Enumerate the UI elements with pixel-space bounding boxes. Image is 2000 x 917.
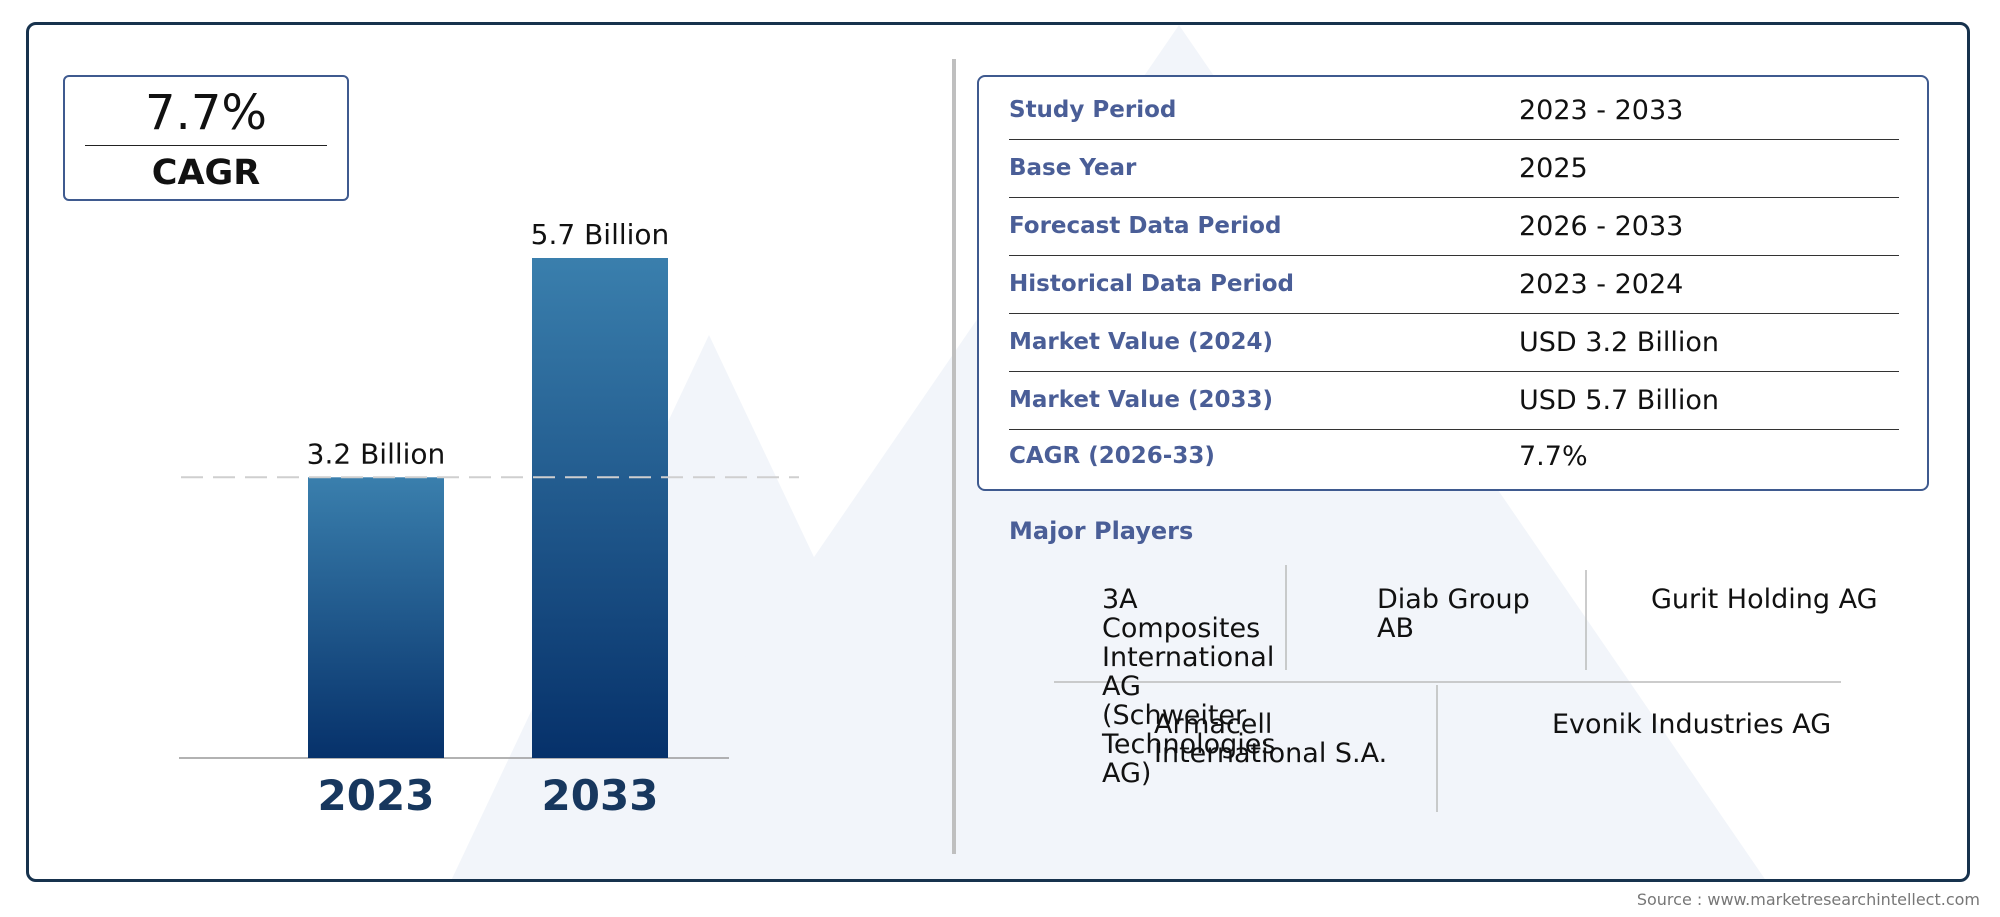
player-evonik: Evonik Industries AG — [1552, 709, 1832, 740]
info-row: Forecast Data Period 2026 - 2033 — [1009, 197, 1899, 256]
info-value: 2023 - 2033 — [1519, 95, 1684, 126]
info-value: 7.7% — [1519, 441, 1588, 472]
player-armacell: Armacell International S.A. — [1154, 709, 1388, 769]
market-bar-chart: 3.2 Billion 2023 5.7 Billion 2033 — [179, 218, 799, 820]
info-row: CAGR (2026-33) 7.7% — [1009, 427, 1899, 485]
info-value: 2025 — [1519, 153, 1588, 184]
section-divider — [952, 59, 956, 854]
players-grid-lines — [1054, 565, 1841, 812]
bar-value-label: 3.2 Billion — [307, 437, 446, 470]
cagr-box: 7.7% CAGR — [63, 75, 349, 201]
info-row: Market Value (2033) USD 5.7 Billion — [1009, 371, 1899, 430]
source-credit: Source : www.marketresearchintellect.com — [1636, 890, 1980, 909]
info-key: Base Year — [1009, 155, 1137, 181]
cagr-divider — [85, 145, 327, 146]
infographic-card: 7.7% CAGR 3.2 Billion 2023 5.7 Billion 2033… — [26, 22, 1970, 882]
info-key: Study Period — [1009, 97, 1177, 123]
info-row: Historical Data Period 2023 - 2024 — [1009, 255, 1899, 314]
info-key: Historical Data Period — [1009, 271, 1294, 297]
x-tick-label: 2023 — [318, 771, 435, 820]
x-tick-label: 2033 — [542, 771, 659, 820]
player-3a-composites: 3A Composites International AG (Schweite… — [1102, 584, 1276, 789]
bar-2023 — [308, 477, 444, 758]
info-row: Base Year 2025 — [1009, 139, 1899, 198]
bar-2033 — [532, 258, 668, 758]
info-value: 2026 - 2033 — [1519, 211, 1684, 242]
cagr-label: CAGR — [151, 153, 261, 193]
cagr-value: 7.7% — [145, 85, 267, 141]
info-value: USD 5.7 Billion — [1519, 385, 1719, 416]
player-gurit-holding: Gurit Holding AG — [1651, 584, 1878, 615]
info-value: 2023 - 2024 — [1519, 269, 1684, 300]
player-diab-group: Diab Group AB — [1377, 584, 1530, 644]
bar-value-label: 5.7 Billion — [531, 218, 670, 251]
info-row: Study Period 2023 - 2033 — [1009, 81, 1899, 140]
info-key: Market Value (2033) — [1009, 387, 1273, 413]
market-info-table: Study Period 2023 - 2033 Base Year 2025 Fore… — [977, 75, 1929, 491]
info-row: Market Value (2024) USD 3.2 Billion — [1009, 313, 1899, 372]
info-key: CAGR (2026-33) — [1009, 443, 1215, 469]
info-key: Market Value (2024) — [1009, 329, 1273, 355]
info-value: USD 3.2 Billion — [1519, 327, 1719, 358]
info-key: Forecast Data Period — [1009, 213, 1282, 239]
major-players-title: Major Players — [1009, 517, 1194, 545]
